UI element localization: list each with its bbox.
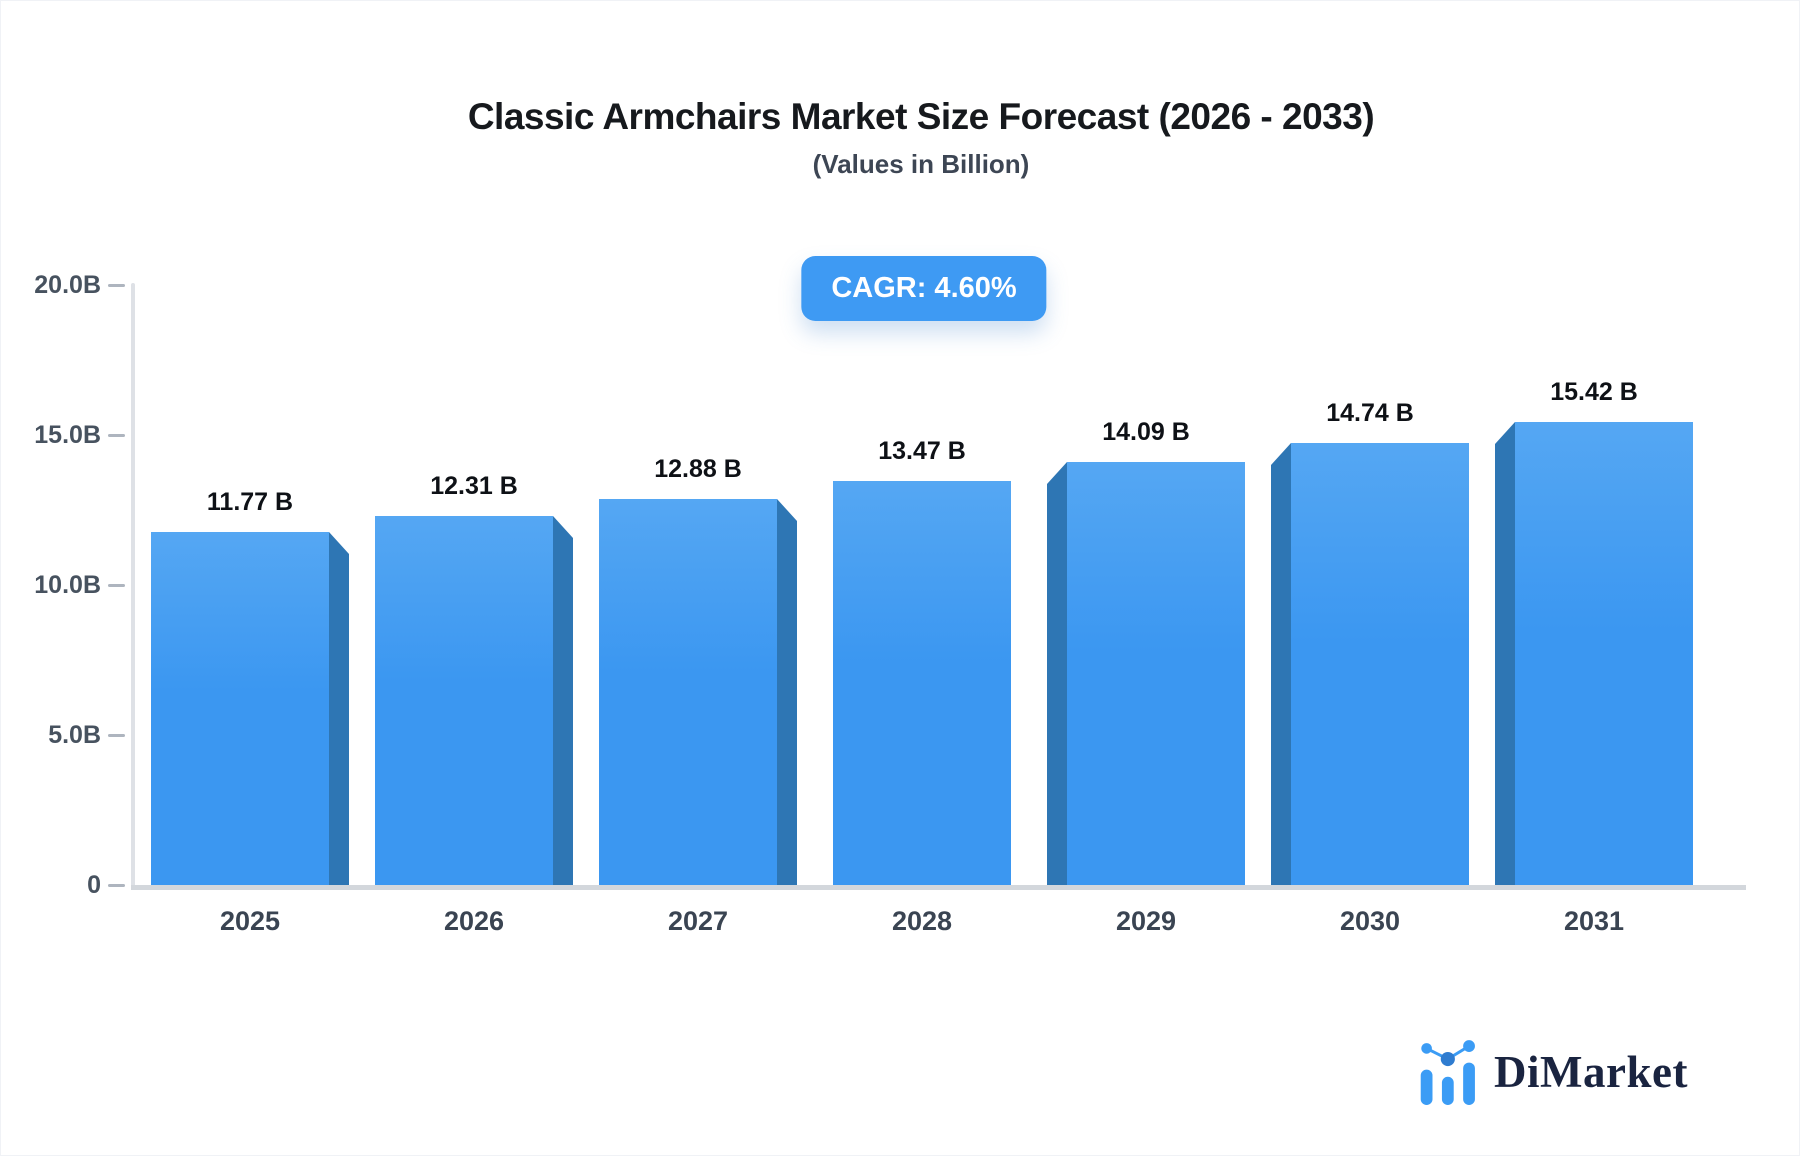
chart-title: Classic Armchairs Market Size Forecast (… [467, 96, 1375, 137]
bar-face [1515, 422, 1693, 885]
chart-subtitle: (Values in Billion) [812, 149, 1030, 179]
brand-name: DiMarket [1494, 1047, 1688, 1097]
bar-2026 [375, 516, 573, 885]
y-tick-label: 0 [87, 871, 101, 899]
x-tick-label: 2027 [667, 906, 729, 936]
x-tick-label: 2026 [443, 906, 505, 936]
x-tick-label: 2031 [1563, 906, 1625, 936]
bar-line-chart-icon [1420, 1040, 1475, 1105]
bar-side [553, 516, 573, 885]
x-tick-label: 2029 [1115, 906, 1177, 936]
bar-side [777, 499, 797, 885]
bar-side [329, 532, 349, 885]
y-tick-dash [108, 734, 125, 737]
bar-value-label: 13.47 B [878, 437, 966, 465]
y-tick-label: 10.0B [34, 571, 101, 599]
x-tick-label: 2030 [1339, 906, 1401, 936]
cagr-badge: CAGR: 4.60% [801, 256, 1047, 321]
bar-value-label: 14.09 B [1102, 418, 1190, 446]
bar-face [151, 532, 329, 885]
y-tick-label: 15.0B [34, 421, 101, 449]
x-tick-label: 2025 [219, 906, 281, 936]
x-axis-line [131, 885, 1746, 890]
bar-face [833, 481, 1011, 885]
x-tick-label: 2028 [891, 906, 953, 936]
y-tick-dash [108, 434, 125, 437]
bar-face [1291, 443, 1469, 885]
bar-side [1047, 462, 1067, 885]
bar-side [1495, 422, 1515, 885]
bar-2031 [1495, 422, 1693, 885]
bar-2029 [1047, 462, 1245, 885]
bar-2027 [599, 499, 797, 885]
bar-2028 [823, 481, 1021, 885]
y-tick-dash [108, 884, 125, 887]
bar-2025 [151, 532, 349, 885]
bar-value-label: 12.31 B [430, 472, 518, 500]
y-tick-dash [108, 284, 125, 287]
bar-face [1067, 462, 1245, 885]
bar-value-label: 12.88 B [654, 455, 742, 483]
bar-face [599, 499, 777, 885]
bar-value-label: 15.42 B [1550, 378, 1638, 406]
y-tick-label: 5.0B [48, 721, 101, 749]
y-axis-line [131, 283, 135, 889]
bar-face [375, 516, 553, 885]
y-tick-label: 20.0B [34, 271, 101, 299]
y-tick-dash [108, 584, 125, 587]
bar-2030 [1271, 443, 1469, 885]
bar-side [1271, 443, 1291, 885]
brand-logo: DiMarket [1417, 1039, 1688, 1105]
bar-value-label: 11.77 B [206, 488, 294, 516]
bar-value-label: 14.74 B [1326, 399, 1414, 427]
